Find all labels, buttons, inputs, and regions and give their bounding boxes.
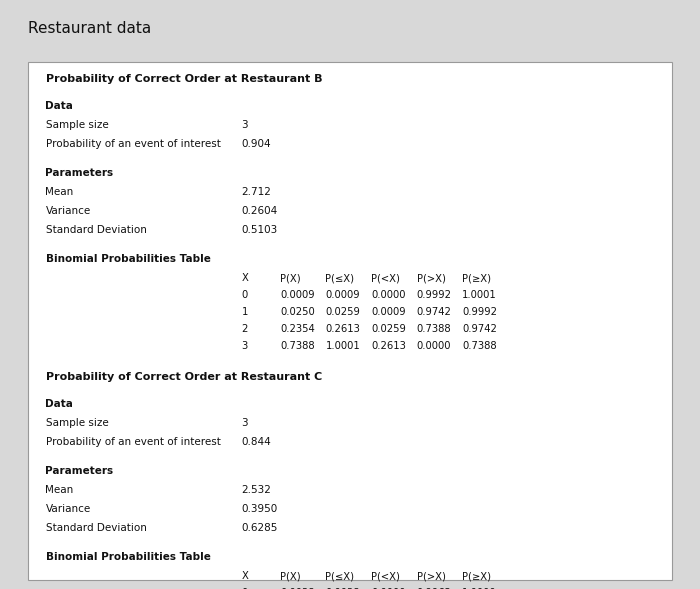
Text: 0.0009: 0.0009 xyxy=(326,290,360,300)
Text: Data: Data xyxy=(46,399,74,409)
Text: P(≤X): P(≤X) xyxy=(326,571,354,581)
Text: Mean: Mean xyxy=(46,485,74,495)
Text: P(<X): P(<X) xyxy=(371,571,400,581)
Text: P(>X): P(>X) xyxy=(416,273,445,283)
Text: P(X): P(X) xyxy=(280,571,300,581)
Text: 0.0000: 0.0000 xyxy=(371,290,405,300)
Text: 0.2604: 0.2604 xyxy=(241,206,278,216)
Text: 0.5103: 0.5103 xyxy=(241,225,278,235)
Text: 0.7388: 0.7388 xyxy=(462,341,496,351)
Text: Binomial Probabilities Table: Binomial Probabilities Table xyxy=(46,552,211,562)
Text: Binomial Probabilities Table: Binomial Probabilities Table xyxy=(46,254,211,264)
Text: X: X xyxy=(241,273,248,283)
Text: P(≥X): P(≥X) xyxy=(462,273,491,283)
Text: 0.9992: 0.9992 xyxy=(416,290,452,300)
Text: 0.7388: 0.7388 xyxy=(280,341,314,351)
Text: Standard Deviation: Standard Deviation xyxy=(46,523,146,533)
Text: 0.9992: 0.9992 xyxy=(462,307,497,317)
Text: 3: 3 xyxy=(241,418,248,428)
Text: Variance: Variance xyxy=(46,206,91,216)
Text: 0.0009: 0.0009 xyxy=(280,290,314,300)
Text: 0.3950: 0.3950 xyxy=(241,504,278,514)
Text: Probability of an event of interest: Probability of an event of interest xyxy=(46,139,220,149)
Text: Variance: Variance xyxy=(46,504,91,514)
Text: 0.0259: 0.0259 xyxy=(371,324,406,334)
Text: 0.2354: 0.2354 xyxy=(280,324,315,334)
Text: 0.0259: 0.0259 xyxy=(326,307,360,317)
FancyBboxPatch shape xyxy=(28,62,672,580)
Text: 0.0009: 0.0009 xyxy=(371,307,405,317)
Text: Probability of Correct Order at Restaurant C: Probability of Correct Order at Restaura… xyxy=(46,372,322,382)
Text: 0.2613: 0.2613 xyxy=(326,324,360,334)
Text: P(≤X): P(≤X) xyxy=(326,273,354,283)
Text: Parameters: Parameters xyxy=(46,168,113,178)
Text: 2.532: 2.532 xyxy=(241,485,272,495)
Text: 2: 2 xyxy=(241,324,248,334)
Text: P(X): P(X) xyxy=(280,273,300,283)
Text: 0.6285: 0.6285 xyxy=(241,523,278,533)
Text: Sample size: Sample size xyxy=(46,120,108,130)
Text: 1.0001: 1.0001 xyxy=(326,341,360,351)
Text: 2.712: 2.712 xyxy=(241,187,272,197)
Text: P(≥X): P(≥X) xyxy=(462,571,491,581)
Text: P(<X): P(<X) xyxy=(371,273,400,283)
Text: Restaurant data: Restaurant data xyxy=(28,21,151,35)
Text: P(>X): P(>X) xyxy=(416,571,445,581)
Text: 0.9742: 0.9742 xyxy=(416,307,452,317)
Text: 0.0000: 0.0000 xyxy=(371,588,405,589)
Text: Probability of Correct Order at Restaurant B: Probability of Correct Order at Restaura… xyxy=(46,74,322,84)
Text: 3: 3 xyxy=(241,120,248,130)
Text: 1.0000: 1.0000 xyxy=(462,588,496,589)
Text: Probability of an event of interest: Probability of an event of interest xyxy=(46,437,220,447)
Text: 1: 1 xyxy=(241,307,248,317)
Text: 0.0038: 0.0038 xyxy=(326,588,360,589)
Text: 0: 0 xyxy=(241,588,248,589)
Text: Parameters: Parameters xyxy=(46,466,113,477)
Text: 0.7388: 0.7388 xyxy=(416,324,451,334)
Text: 0.0250: 0.0250 xyxy=(280,307,315,317)
Text: 3: 3 xyxy=(241,341,248,351)
Text: Standard Deviation: Standard Deviation xyxy=(46,225,146,235)
Text: X: X xyxy=(241,571,248,581)
Text: 0.904: 0.904 xyxy=(241,139,271,149)
Text: 0.9742: 0.9742 xyxy=(462,324,497,334)
Text: 0.2613: 0.2613 xyxy=(371,341,406,351)
Text: 0: 0 xyxy=(241,290,248,300)
Text: 0.844: 0.844 xyxy=(241,437,272,447)
Text: 0.0000: 0.0000 xyxy=(416,341,451,351)
Text: Mean: Mean xyxy=(46,187,74,197)
Text: Sample size: Sample size xyxy=(46,418,108,428)
Text: 1.0001: 1.0001 xyxy=(462,290,497,300)
Text: 0.0038: 0.0038 xyxy=(280,588,314,589)
Text: Data: Data xyxy=(46,101,74,111)
Text: 0.9962: 0.9962 xyxy=(416,588,452,589)
